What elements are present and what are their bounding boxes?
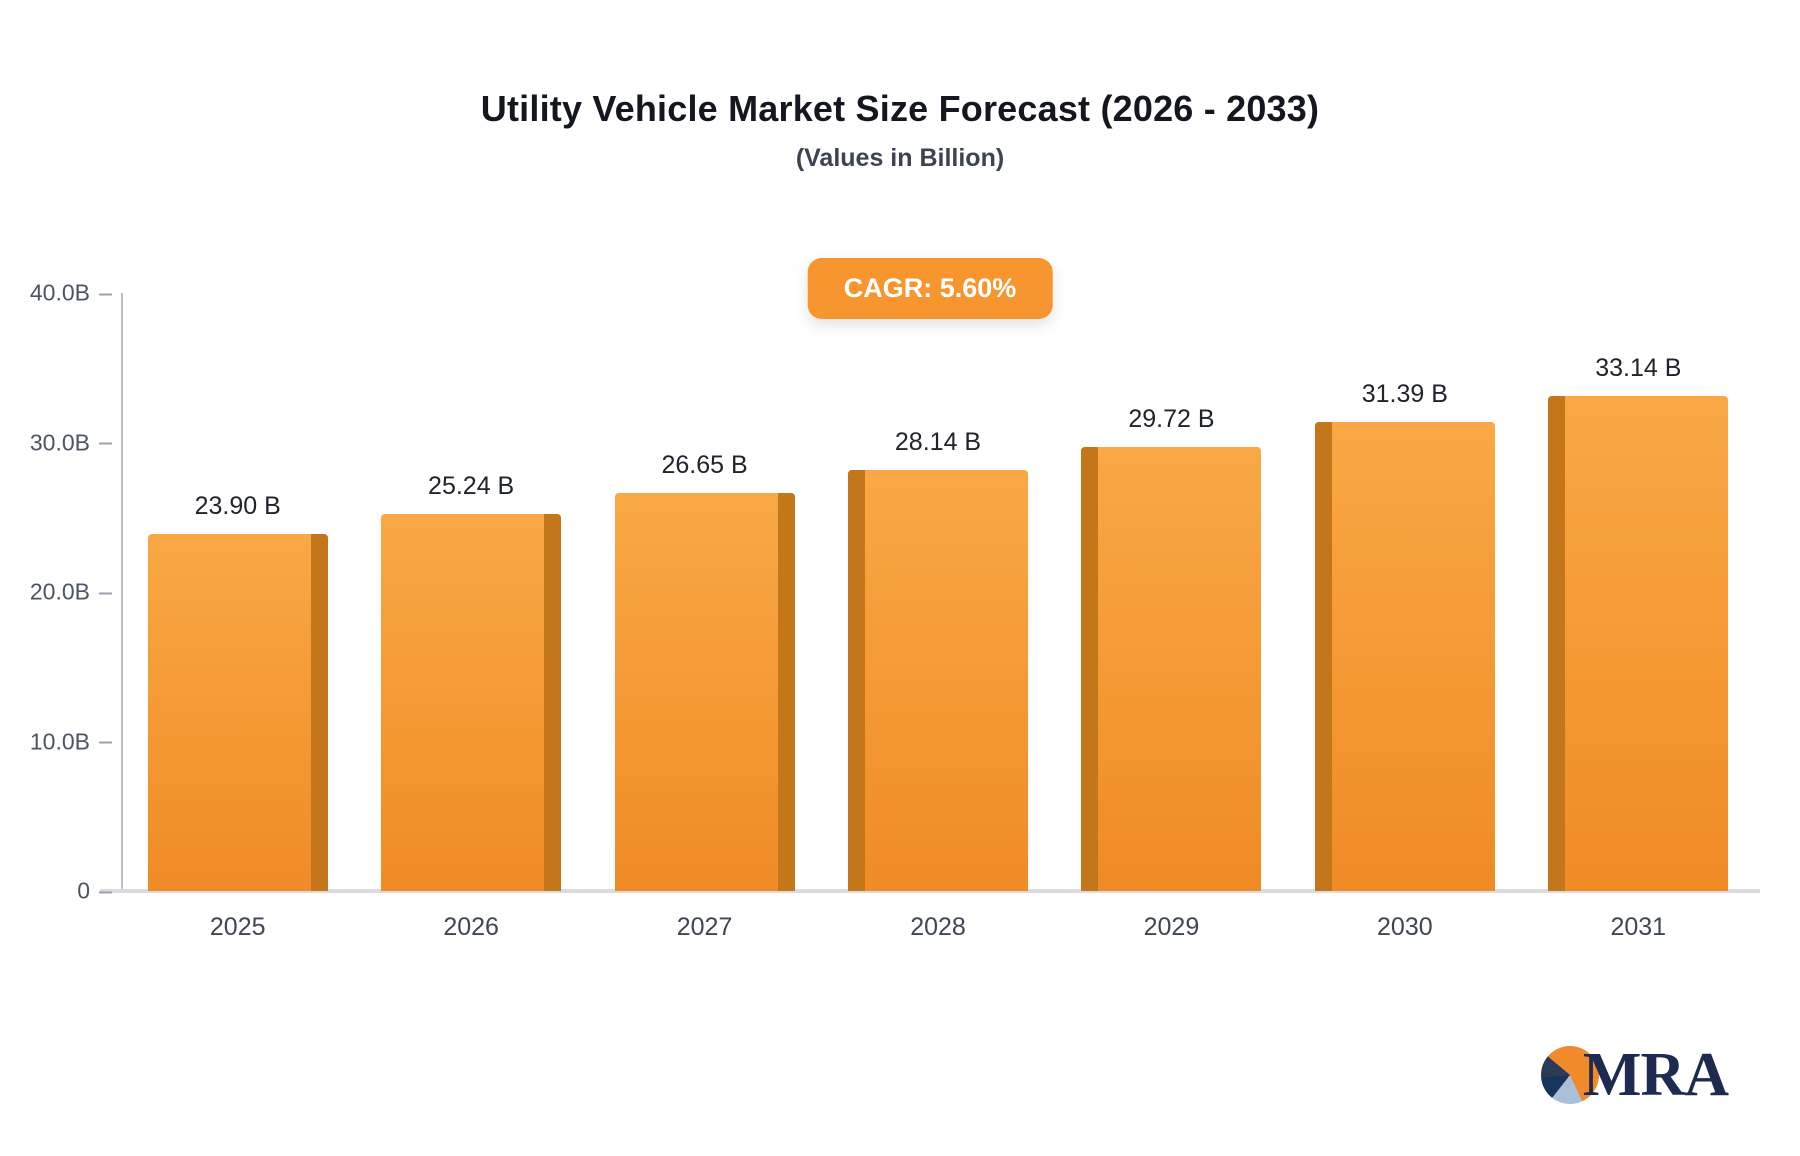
- y-axis-tick: 0: [0, 878, 112, 905]
- bar-value-label: 29.72 B: [1128, 404, 1215, 433]
- bar: [614, 492, 795, 891]
- bar: [147, 533, 328, 891]
- chart-subtitle: (Values in Billion): [795, 144, 1005, 172]
- y-axis-tick-label: 40.0B: [29, 279, 90, 306]
- x-axis-baseline: [100, 889, 1760, 893]
- bar-value-label: 26.65 B: [661, 450, 748, 479]
- x-axis-category-label: 2029: [1143, 913, 1200, 941]
- y-axis-tick-label: 0: [77, 877, 90, 904]
- bar-3d-side: [1548, 395, 1566, 891]
- y-axis-line: [121, 293, 123, 891]
- tick-mark: [99, 741, 112, 744]
- chart-header: Utility Vehicle Market Size Forecast (20…: [0, 88, 1800, 173]
- x-axis-category-label: 2027: [676, 913, 733, 941]
- cagr-badge: CAGR: 5.60%: [807, 258, 1053, 319]
- bar-value-label: 31.39 B: [1361, 379, 1448, 408]
- brand-logo-text: MRA: [1582, 1041, 1729, 1109]
- tick-mark: [99, 442, 112, 445]
- bar-3d-side: [1314, 421, 1332, 891]
- y-axis-tick: 40.0B: [0, 280, 112, 307]
- brand-logo: MRA: [1540, 1041, 1729, 1109]
- x-axis-category-label: 2030: [1377, 913, 1433, 941]
- chart-title: Utility Vehicle Market Size Forecast (20…: [480, 88, 1320, 129]
- bar: [848, 470, 1028, 891]
- pie-chart-logo-icon: [1540, 1046, 1599, 1104]
- tick-mark: [99, 592, 112, 595]
- tick-mark: [99, 293, 112, 296]
- x-axis-category-label: 2026: [443, 913, 499, 941]
- y-axis-tick-label: 30.0B: [29, 429, 90, 455]
- bar-3d-side: [777, 492, 795, 891]
- y-axis-tick-label: 20.0B: [29, 578, 90, 605]
- y-axis-tick: 20.0B: [0, 579, 112, 606]
- bar-value-label: 33.14 B: [1595, 353, 1682, 382]
- bar-value-label: 28.14 B: [894, 428, 982, 457]
- bar-3d-side: [544, 513, 562, 891]
- bar: [1548, 395, 1729, 891]
- bar: [1081, 446, 1262, 891]
- bar-value-label: 23.90 B: [194, 491, 281, 520]
- x-axis-category-label: 2028: [910, 913, 966, 941]
- y-axis-tick-label: 10.0B: [29, 728, 90, 754]
- bar: [1314, 421, 1495, 891]
- bar-3d-side: [848, 470, 865, 891]
- bar-value-label: 25.24 B: [428, 471, 515, 500]
- bar: [381, 513, 562, 891]
- x-axis-category-label: 2025: [209, 913, 266, 941]
- bar-3d-side: [310, 533, 328, 891]
- y-axis-tick: 10.0B: [0, 728, 112, 755]
- bar-3d-side: [1081, 446, 1099, 891]
- y-axis-tick: 30.0B: [0, 429, 112, 456]
- tick-mark: [99, 891, 112, 894]
- x-axis-category-label: 2031: [1610, 913, 1667, 941]
